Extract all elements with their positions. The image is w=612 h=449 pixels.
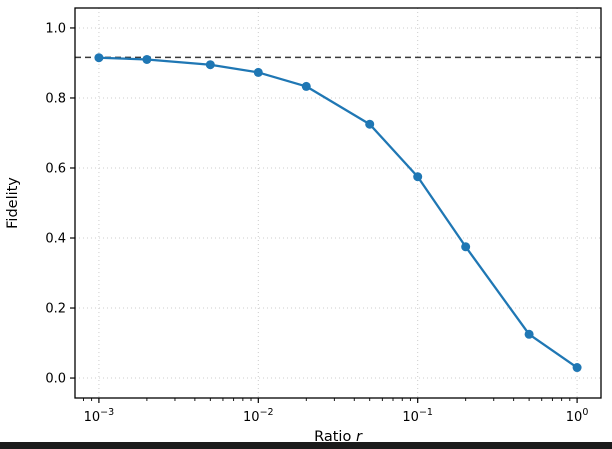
x-axis-title: Ratio r	[314, 429, 363, 442]
y-axis-title: Fidelity	[5, 177, 21, 229]
axis-titles: Ratio r Fidelity	[5, 177, 363, 445]
x-tick-label: 10−1	[402, 407, 433, 425]
axes-spines	[74, 7, 602, 399]
window-edge-bar	[0, 442, 612, 449]
y-axis-ticks-labels: 0.0 0.2 0.4 0.6 0.8 1.0	[45, 21, 75, 387]
y-tick-label: 0.2	[45, 302, 66, 317]
grid-lines	[75, 8, 601, 398]
y-tick-label: 0.0	[45, 372, 66, 387]
fidelity-line	[97, 56, 579, 369]
y-tick-label: 0.8	[45, 91, 66, 106]
y-tick-label: 1.0	[45, 21, 66, 36]
x-minor-ticks	[83, 398, 571, 401]
x-tick-label: 10−3	[84, 407, 115, 425]
y-tick-label: 0.4	[45, 232, 66, 247]
x-axis-ticks-labels: 10−3 10−2 10−1 100	[84, 398, 589, 425]
x-tick-label: 10−2	[243, 407, 274, 425]
y-tick-label: 0.6	[45, 161, 66, 176]
data-point-markers	[94, 53, 582, 373]
x-tick-label: 100	[566, 407, 589, 425]
